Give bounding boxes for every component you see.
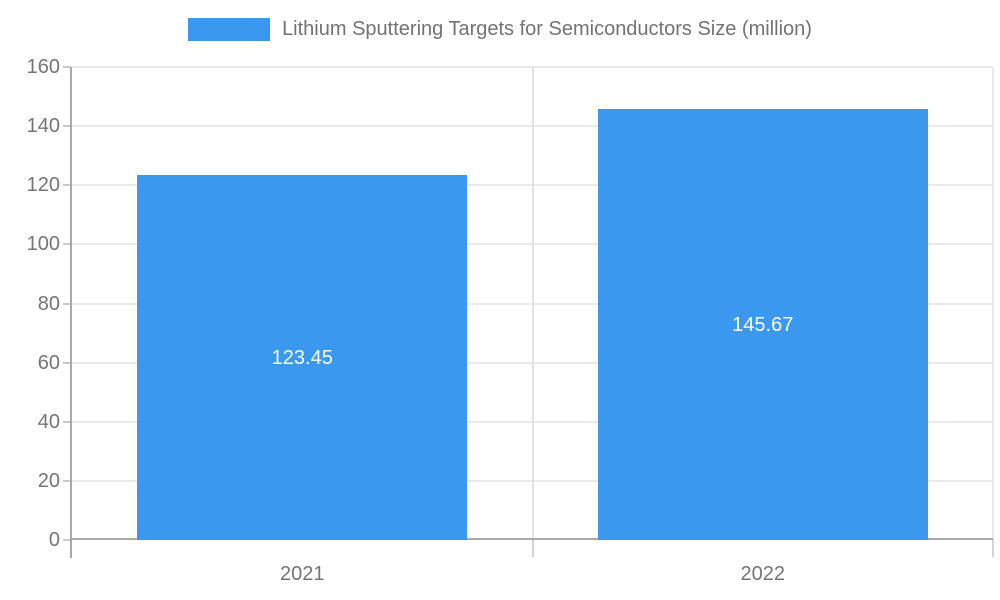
y-tick — [63, 302, 71, 305]
y-tick — [63, 479, 71, 482]
x-axis-line — [70, 538, 993, 540]
plot-right-border — [992, 67, 994, 540]
x-tick — [992, 540, 994, 557]
y-tick — [63, 243, 71, 246]
y-tick — [63, 361, 71, 364]
x-tick — [531, 540, 534, 557]
y-tick-label: 40 — [37, 410, 60, 433]
y-tick — [63, 184, 71, 187]
y-tick-label: 0 — [48, 529, 60, 551]
y-tick — [63, 420, 71, 423]
x-gridline — [531, 67, 534, 540]
y-tick-label: 140 — [26, 115, 60, 138]
y-tick-label: 20 — [37, 469, 60, 492]
bar-value-label: 123.45 — [271, 346, 333, 369]
bar — [597, 109, 928, 540]
y-tick-label: 60 — [37, 351, 60, 374]
y-tick-label: 120 — [26, 174, 60, 197]
y-tick — [63, 539, 71, 541]
y-tick-label: 160 — [26, 56, 60, 78]
legend-swatch — [188, 18, 271, 41]
y-tick-label: 80 — [37, 292, 60, 315]
y-tick — [63, 125, 71, 128]
x-category-label: 2021 — [280, 563, 325, 585]
y-tick — [63, 66, 71, 68]
y-axis-line — [70, 67, 72, 558]
legend-label: Lithium Sputtering Targets for Semicondu… — [282, 18, 812, 40]
x-category-label: 2022 — [740, 563, 786, 585]
legend: Lithium Sputtering Targets for Semicondu… — [0, 18, 1000, 41]
bar-value-label: 145.67 — [732, 313, 794, 336]
bar — [137, 175, 468, 540]
y-tick-label: 100 — [26, 233, 60, 256]
